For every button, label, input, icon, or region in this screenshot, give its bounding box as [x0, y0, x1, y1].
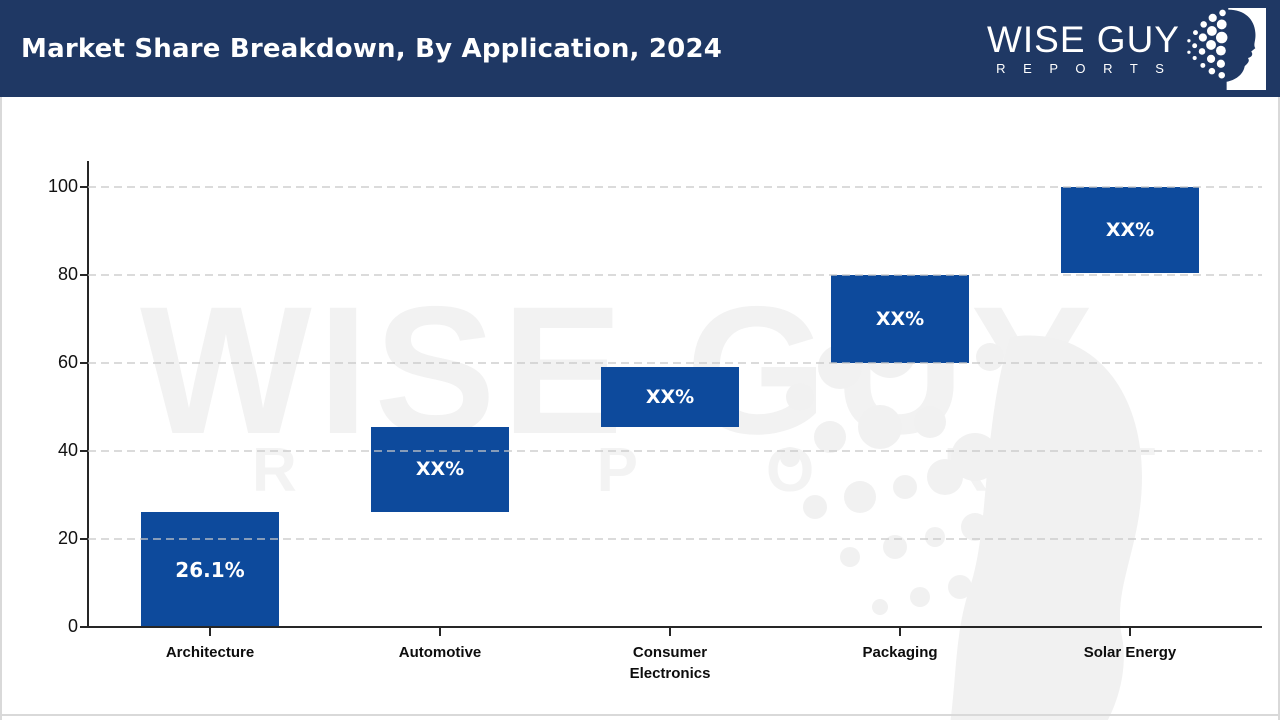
y-axis-tick-label: 40 — [57, 440, 78, 460]
logo-subtitle: R E P O R T S — [996, 61, 1171, 76]
y-axis-tick-label: 100 — [47, 176, 78, 196]
x-axis-label: Automotive — [398, 644, 482, 661]
y-axis-tick-label: 60 — [57, 352, 78, 372]
x-axis-tick — [1129, 628, 1131, 636]
x-axis-tick — [209, 628, 211, 636]
y-axis-tick-label: 0 — [67, 616, 78, 636]
y-axis-tick — [80, 274, 88, 276]
gridline — [88, 450, 1262, 452]
y-axis-tick-label: 20 — [57, 528, 78, 548]
x-axis-tick — [669, 628, 671, 636]
x-axis-tick — [439, 628, 441, 636]
gridline — [88, 538, 1262, 540]
y-axis-line — [87, 161, 89, 628]
bar: 26.1% — [141, 512, 279, 627]
bar: XX% — [1061, 187, 1199, 274]
bar-value-label: XX% — [645, 385, 695, 408]
x-axis-line — [86, 626, 1262, 628]
y-axis-tick — [80, 362, 88, 364]
bar: XX% — [371, 426, 509, 513]
chart-area: WISE GUY R E P O R T S 0 20 40 60 80 100 26.1%… — [0, 97, 1280, 720]
logo-wordmark: WISE GUY — [986, 19, 1180, 60]
card-border-bottom — [0, 714, 1280, 716]
wiseguy-logo-text: WISE GUY R E P O R T S — [987, 21, 1180, 76]
header-bar: Market Share Breakdown, By Application, … — [0, 0, 1280, 97]
bar-value-label: XX% — [415, 458, 465, 481]
y-axis-tick — [80, 186, 88, 188]
page-title: Market Share Breakdown, By Application, … — [21, 33, 723, 64]
wiseguy-logo-face-icon — [1187, 7, 1266, 90]
bar: XX% — [831, 274, 969, 364]
gridline — [88, 362, 1262, 364]
card-border-left — [0, 97, 2, 720]
y-axis-tick — [80, 450, 88, 452]
x-axis-label: Consumer Electronics — [629, 644, 711, 682]
wiseguy-logo: WISE GUY R E P O R T S — [987, 6, 1280, 92]
x-axis-label: Architecture — [165, 644, 255, 661]
x-axis-tick — [899, 628, 901, 636]
y-axis-tick — [80, 538, 88, 540]
y-axis-tick — [80, 626, 88, 628]
y-axis-tick-label: 80 — [57, 264, 78, 284]
x-axis-label: Packaging — [862, 644, 938, 661]
gridline — [88, 274, 1262, 276]
bar: XX% — [601, 366, 739, 427]
bar-value-label: 26.1% — [175, 557, 245, 582]
bar-value-label: XX% — [875, 307, 925, 330]
card-border-right — [1278, 97, 1280, 720]
gridline — [88, 186, 1262, 188]
x-axis-label: Solar Energy — [1083, 644, 1177, 661]
bar-value-label: XX% — [1105, 219, 1155, 242]
